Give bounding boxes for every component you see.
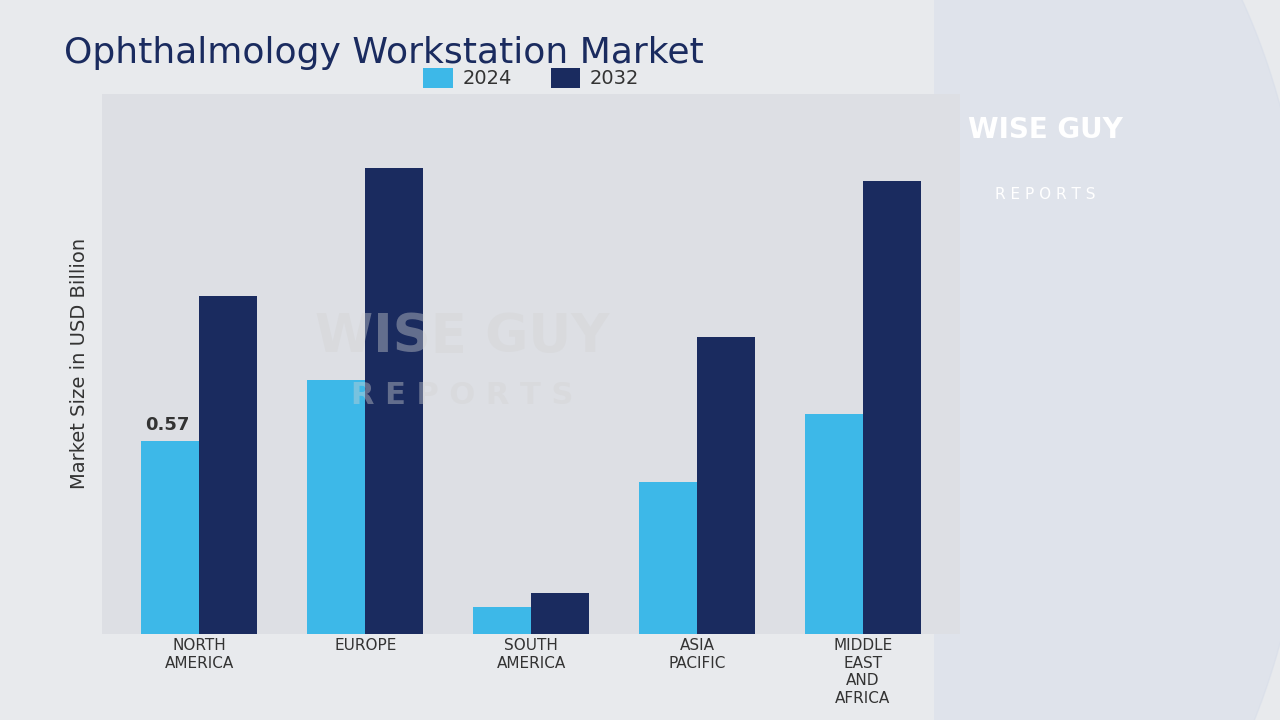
Text: Ophthalmology Workstation Market: Ophthalmology Workstation Market: [64, 36, 704, 70]
Text: 0.57: 0.57: [146, 416, 189, 434]
Bar: [863, 181, 922, 634]
Bar: [141, 441, 200, 634]
Y-axis label: Market Size in USD Billion: Market Size in USD Billion: [69, 238, 88, 489]
Polygon shape: [796, 0, 1280, 720]
Text: R E P O R T S: R E P O R T S: [995, 187, 1096, 202]
Legend: 2024, 2032: 2024, 2032: [416, 60, 646, 96]
Bar: [365, 168, 424, 634]
Bar: [805, 414, 863, 634]
Bar: [200, 296, 257, 634]
Bar: [531, 593, 589, 634]
Bar: [639, 482, 698, 634]
Text: WISE GUY: WISE GUY: [315, 310, 609, 363]
Bar: [307, 380, 365, 634]
Bar: [698, 337, 755, 634]
Bar: [474, 606, 531, 634]
Text: WISE GUY: WISE GUY: [968, 116, 1123, 143]
Text: R E P O R T S: R E P O R T S: [352, 382, 573, 410]
